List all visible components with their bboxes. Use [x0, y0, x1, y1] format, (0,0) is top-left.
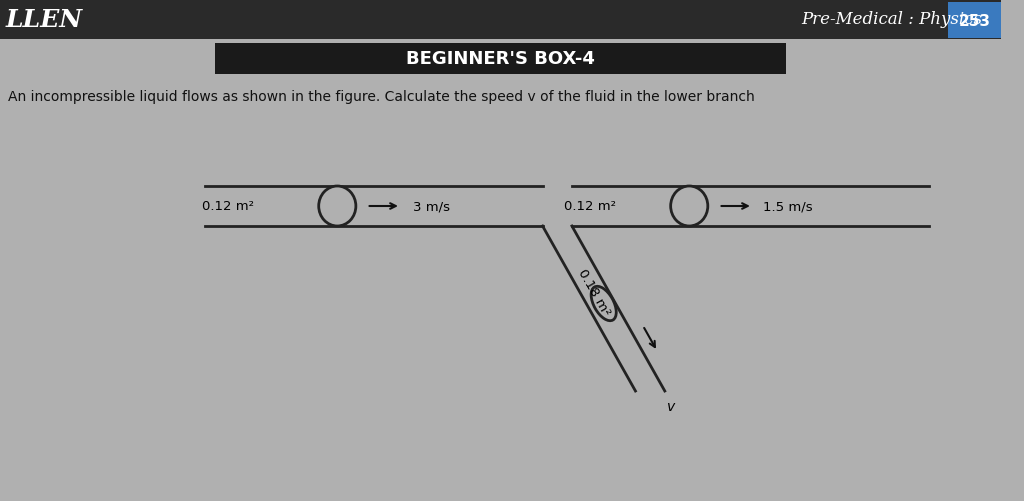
- Text: 3 m/s: 3 m/s: [413, 200, 450, 213]
- Text: 0.18 m²: 0.18 m²: [575, 266, 612, 318]
- Text: Pre-Medical : Physics: Pre-Medical : Physics: [802, 12, 983, 29]
- Ellipse shape: [318, 187, 356, 226]
- Text: 0.12 m²: 0.12 m²: [202, 200, 254, 213]
- Text: v: v: [667, 399, 675, 413]
- Text: 253: 253: [958, 14, 990, 29]
- Ellipse shape: [591, 287, 616, 321]
- Ellipse shape: [671, 187, 708, 226]
- Text: An incompressible liquid flows as shown in the figure. Calculate the speed v of : An incompressible liquid flows as shown …: [8, 90, 755, 104]
- Text: BEGINNER'S BOX-4: BEGINNER'S BOX-4: [407, 51, 595, 68]
- Text: 0.12 m²: 0.12 m²: [564, 200, 615, 213]
- Bar: [948, 3, 1001, 39]
- Bar: [215, 44, 786, 75]
- Text: LLEN: LLEN: [6, 8, 83, 32]
- Text: 1.5 m/s: 1.5 m/s: [763, 200, 812, 213]
- Bar: [0, 0, 1001, 40]
